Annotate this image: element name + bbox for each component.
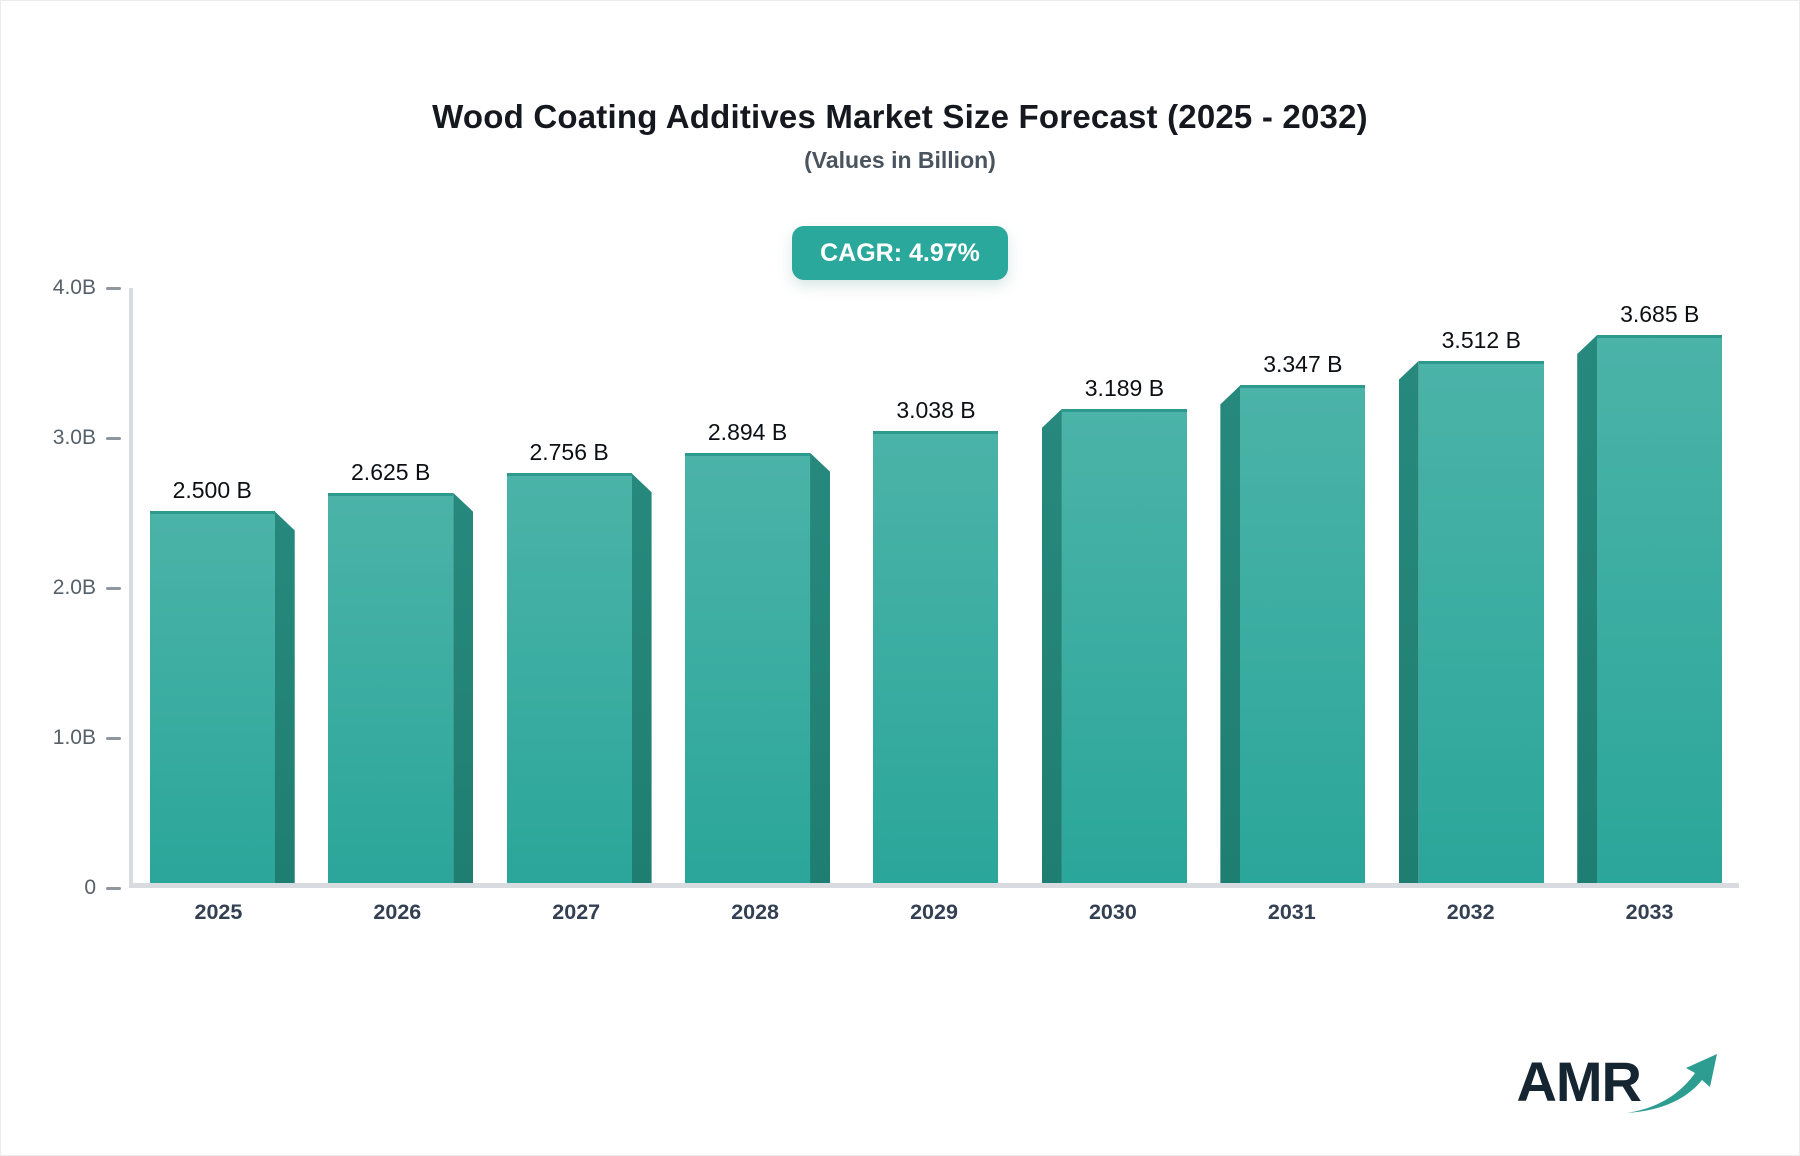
- bar-face: 3.038 B: [873, 397, 999, 884]
- bar-value-label: 3.512 B: [1441, 326, 1521, 353]
- bar-value-label: 3.347 B: [1263, 351, 1343, 378]
- x-axis-labels: 2025 2026 2027 2028 2029 2030 2031 2032 2033: [129, 900, 1739, 925]
- y-tick: 0: [84, 876, 121, 900]
- x-axis-label-2030: 2030: [1088, 900, 1137, 925]
- bar-value-label: 2.756 B: [529, 439, 609, 466]
- chart-title: Wood Coating Additives Market Size Forec…: [432, 98, 1368, 135]
- bar-slot: 3.347 B: [1204, 288, 1382, 884]
- bar-slot: 3.189 B: [1025, 288, 1203, 884]
- bar-slot: 2.894 B: [668, 288, 846, 884]
- amr-logo: AMR: [1516, 1045, 1721, 1117]
- bar-side-shade: [1220, 385, 1241, 884]
- y-axis-line: [129, 288, 133, 889]
- bar-face: 3.685 B: [1597, 301, 1723, 884]
- x-axis-line: [129, 883, 1739, 889]
- bar-2025: 2.500 B: [149, 477, 295, 884]
- x-axis-label-2027: 2027: [552, 900, 601, 925]
- bar-side-shade: [274, 511, 295, 884]
- bar-slot: 3.512 B: [1382, 288, 1560, 884]
- bar-slot: 2.500 B: [133, 288, 311, 884]
- y-tick: 4.0B: [53, 276, 121, 300]
- growth-arrow-icon: [1627, 1054, 1717, 1113]
- y-tick-dash: [106, 736, 121, 740]
- y-tick-dash: [106, 886, 121, 890]
- y-tick-dash: [106, 436, 121, 440]
- bar-value-label: 2.500 B: [172, 477, 252, 504]
- y-tick-label: 2.0B: [52, 576, 96, 600]
- y-tick-dash: [106, 586, 121, 590]
- bar-face: 3.347 B: [1240, 351, 1366, 884]
- y-tick: 3.0B: [53, 426, 121, 450]
- x-axis-label-2025: 2025: [194, 900, 243, 925]
- y-tick-dash: [106, 286, 121, 290]
- bar-slot: 2.625 B: [311, 288, 489, 884]
- bar-face: 3.512 B: [1418, 327, 1544, 884]
- bar-2031: 3.347 B: [1220, 351, 1366, 884]
- bar-side-shade: [810, 452, 831, 884]
- y-tick-label: 1.0B: [52, 726, 96, 750]
- x-axis-label-2033: 2033: [1625, 900, 1674, 925]
- bar-side-shade: [453, 492, 474, 884]
- y-tick-label: 4.0B: [52, 276, 96, 300]
- bar-face: 2.500 B: [149, 477, 275, 884]
- bar-side-shade: [1577, 335, 1598, 884]
- bar-value-label: 3.685 B: [1620, 301, 1700, 328]
- y-tick-label: 0: [84, 876, 96, 900]
- y-tick-label: 3.0B: [52, 426, 96, 450]
- bar-value-label: 2.625 B: [351, 458, 431, 485]
- bar-value-label: 3.189 B: [1084, 374, 1165, 401]
- x-axis-label-2031: 2031: [1267, 900, 1316, 925]
- bar-face: 3.189 B: [1061, 375, 1187, 884]
- bar-2029: 3.038 B: [873, 397, 999, 884]
- x-axis-label-2026: 2026: [373, 900, 422, 925]
- amr-logo-text: AMR: [1516, 1049, 1642, 1113]
- bar-value-label: 2.894 B: [707, 418, 788, 445]
- bar-2030: 3.189 B: [1041, 375, 1187, 884]
- x-axis-label-2029: 2029: [910, 900, 958, 925]
- y-tick: 1.0B: [53, 726, 121, 750]
- bar-2032: 3.512 B: [1398, 327, 1544, 884]
- bar-face: 2.756 B: [506, 439, 632, 884]
- bar-face: 2.625 B: [328, 459, 454, 884]
- chart-subtitle: (Values in Billion): [804, 146, 996, 173]
- x-axis-label-2028: 2028: [731, 900, 780, 925]
- bars-row: 2.500 B 2.625 B 2.756 B 2.894 B 3.038 B 3.189…: [133, 288, 1739, 884]
- bar-face: 2.894 B: [685, 419, 811, 884]
- bar-side-shade: [1041, 408, 1062, 884]
- bar-slot: 3.038 B: [847, 288, 1025, 884]
- bar-side-shade: [1398, 360, 1419, 884]
- x-axis-label-2032: 2032: [1446, 900, 1495, 925]
- cagr-badge: CAGR: 4.97%: [792, 226, 1008, 281]
- bar-2027: 2.756 B: [506, 439, 652, 884]
- bar-2026: 2.625 B: [328, 459, 474, 884]
- y-axis-ticks: 4.0B 3.0B 2.0B 1.0B 0: [39, 276, 121, 899]
- bar-slot: 3.685 B: [1561, 288, 1739, 884]
- bar-side-shade: [631, 473, 652, 884]
- bar-2033: 3.685 B: [1577, 301, 1723, 884]
- bar-value-label: 3.038 B: [896, 397, 976, 424]
- bar-slot: 2.756 B: [490, 288, 668, 884]
- bar-2028: 2.894 B: [685, 419, 831, 884]
- y-tick: 2.0B: [53, 576, 121, 600]
